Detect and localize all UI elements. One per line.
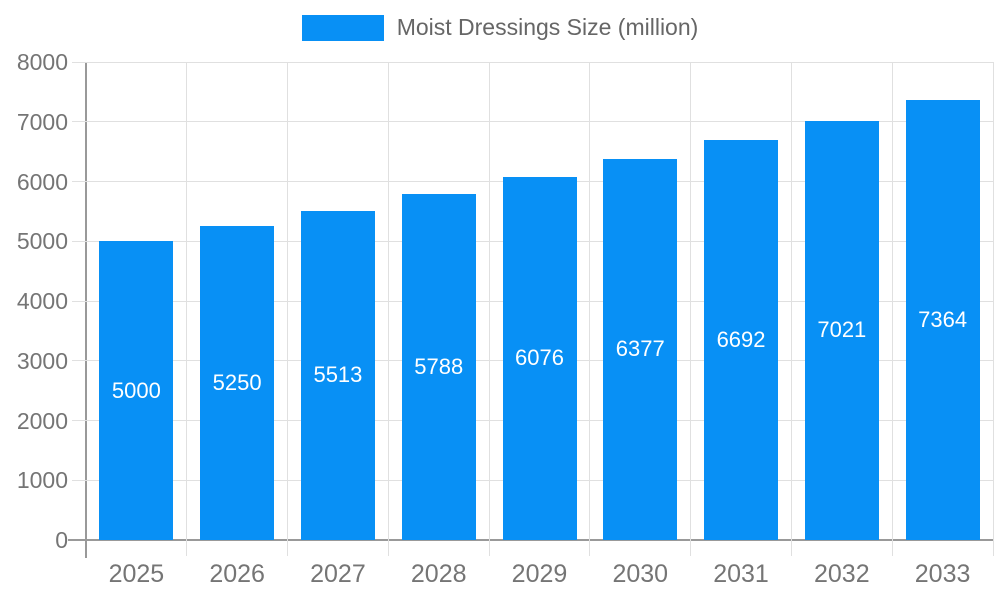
y-axis-label: 1000 — [16, 467, 68, 494]
x-axis-label: 2028 — [410, 560, 467, 588]
y-axis-label: 4000 — [16, 288, 68, 314]
x-axis-label: 2031 — [713, 560, 769, 588]
bar-2026[interactable]: 5250 — [200, 226, 275, 540]
x-gridline — [891, 62, 893, 556]
y-axis-line — [85, 62, 87, 558]
bar-value-label: 5250 — [212, 370, 262, 396]
x-axis-label: 2027 — [310, 560, 366, 588]
y-axis-label: 3000 — [16, 347, 68, 374]
legend-label: Moist Dressings Size (million) — [396, 14, 699, 40]
bar-value-label: 5000 — [111, 377, 161, 403]
y-axis-label: 0 — [55, 527, 68, 553]
x-gridline — [186, 62, 188, 556]
x-axis-line — [68, 539, 993, 541]
bar-2030[interactable]: 6377 — [603, 158, 678, 540]
y-axis-label: 6000 — [16, 168, 68, 195]
bar-value-label: 6076 — [515, 345, 564, 371]
x-axis-label: 2030 — [612, 560, 669, 588]
x-gridline — [488, 62, 490, 556]
y-gridline — [72, 61, 993, 63]
bar-value-label: 7021 — [817, 317, 867, 343]
x-gridline — [992, 62, 994, 556]
bar-value-label: 7364 — [918, 307, 968, 332]
x-gridline — [287, 62, 289, 556]
y-axis-label: 7000 — [16, 108, 68, 135]
y-axis-label: 8000 — [16, 49, 68, 75]
x-gridline — [790, 62, 792, 556]
legend[interactable]: Moist Dressings Size (million) — [0, 14, 1000, 41]
bar-2025[interactable]: 5000 — [99, 241, 174, 540]
x-axis-label: 2029 — [511, 560, 568, 588]
x-axis-label: 2025 — [108, 560, 165, 588]
plot-area: 5000 5250 5513 5788 6076 6377 6692 7021 7364 — [68, 61, 994, 558]
y-gridline — [72, 121, 993, 123]
y-axis-label: 2000 — [16, 407, 68, 434]
bar-value-label: 5788 — [414, 354, 464, 380]
y-axis-label: 5000 — [16, 228, 68, 255]
bar-2031[interactable]: 6692 — [704, 140, 779, 540]
bar-2028[interactable]: 5788 — [401, 194, 476, 540]
x-axis-label: 2026 — [209, 560, 265, 588]
x-gridline — [690, 62, 692, 556]
bar-value-label: 6692 — [716, 327, 766, 353]
bar-value-label: 6377 — [615, 336, 665, 362]
legend-swatch — [301, 14, 384, 41]
bar-2027[interactable]: 5513 — [300, 210, 375, 540]
x-gridline — [589, 62, 591, 556]
bar-2029[interactable]: 6076 — [502, 176, 577, 540]
x-axis-label: 2033 — [914, 560, 971, 588]
x-axis-label: 2032 — [814, 560, 870, 588]
bar-value-label: 5513 — [313, 362, 363, 388]
bar-2032[interactable]: 7021 — [804, 120, 879, 540]
bar-2033[interactable]: 7364 — [905, 100, 980, 540]
x-gridline — [387, 62, 389, 556]
